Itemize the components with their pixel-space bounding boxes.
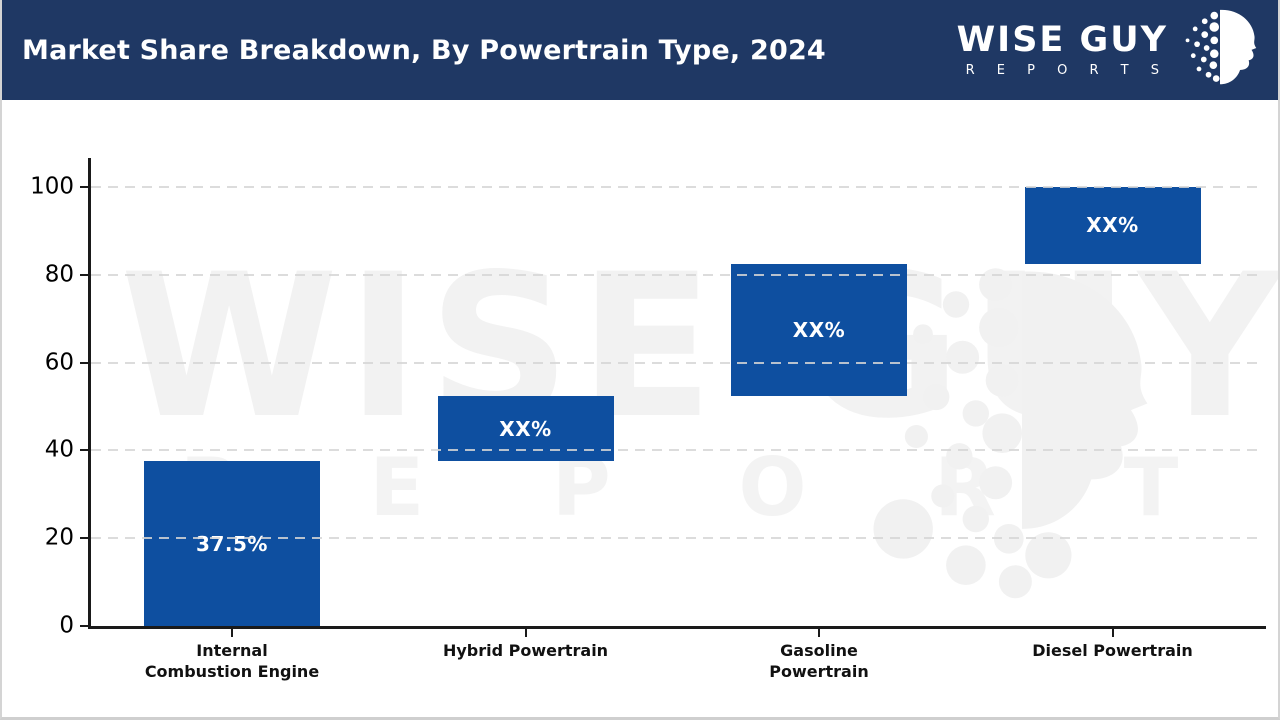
- y-axis-tick: [80, 186, 88, 188]
- bar-value-label: XX%: [499, 416, 552, 441]
- y-axis-tick: [80, 625, 88, 627]
- logo-line1: WISE GUY: [956, 20, 1168, 60]
- bar-hybrid-powertrain: XX%: [437, 396, 614, 462]
- y-axis-tick-label: 20: [44, 524, 74, 551]
- page-title: Market Share Breakdown, By Powertrain Ty…: [22, 34, 826, 66]
- x-axis-category-label: Gasoline Powertrain: [769, 641, 869, 681]
- x-axis-tick: [1111, 629, 1114, 637]
- gridline-60: [91, 361, 1264, 364]
- plot-area: 0 20 40 60 80 100 37.5% Internal Combustion Engi…: [2, 100, 1278, 717]
- logo-line2: R E P O R T S: [965, 63, 1168, 78]
- x-axis-line: [88, 626, 1266, 629]
- logo-wordmark: WISE GUY R E P O R T S: [956, 20, 1168, 78]
- bar-diesel-powertrain: XX%: [1024, 187, 1201, 264]
- watermark-face-icon: [857, 225, 1187, 619]
- x-axis-category-label: Hybrid Powertrain: [442, 641, 609, 660]
- x-axis-tick: [524, 629, 527, 637]
- bar-internal-combustion-engine: 37.5%: [144, 461, 320, 626]
- bar-value-label: XX%: [1086, 213, 1139, 238]
- y-axis-tick-label: 60: [44, 349, 74, 376]
- y-axis-tick: [80, 361, 88, 364]
- y-axis-tick: [80, 273, 88, 276]
- y-axis-tick-label: 100: [30, 173, 74, 200]
- gridline-100: [91, 186, 1264, 188]
- x-axis-category-label: Internal Combustion Engine: [144, 641, 320, 681]
- gridline-40: [91, 449, 1264, 452]
- gridline-20: [91, 537, 1264, 540]
- y-axis-line: [88, 158, 91, 629]
- y-axis-tick: [80, 449, 88, 452]
- y-axis-tick-label: 80: [44, 261, 74, 288]
- y-axis-tick: [80, 537, 88, 540]
- bar-value-label: XX%: [792, 318, 846, 343]
- header-bar: Market Share Breakdown, By Powertrain Ty…: [2, 0, 1278, 100]
- x-axis-tick: [818, 629, 820, 637]
- y-axis-tick-label: 40: [44, 436, 74, 463]
- x-axis-category-label: Diesel Powertrain: [1032, 641, 1193, 660]
- face-profile-icon: [1172, 6, 1268, 94]
- wise-guy-logo: WISE GUY R E P O R T S: [956, 6, 1278, 94]
- bar-value-label: 37.5%: [196, 531, 268, 556]
- bar-gasoline-powertrain: XX%: [731, 263, 907, 397]
- x-axis-tick: [231, 629, 233, 637]
- gridline-80: [91, 273, 1264, 276]
- y-axis-tick-label: 0: [59, 612, 74, 639]
